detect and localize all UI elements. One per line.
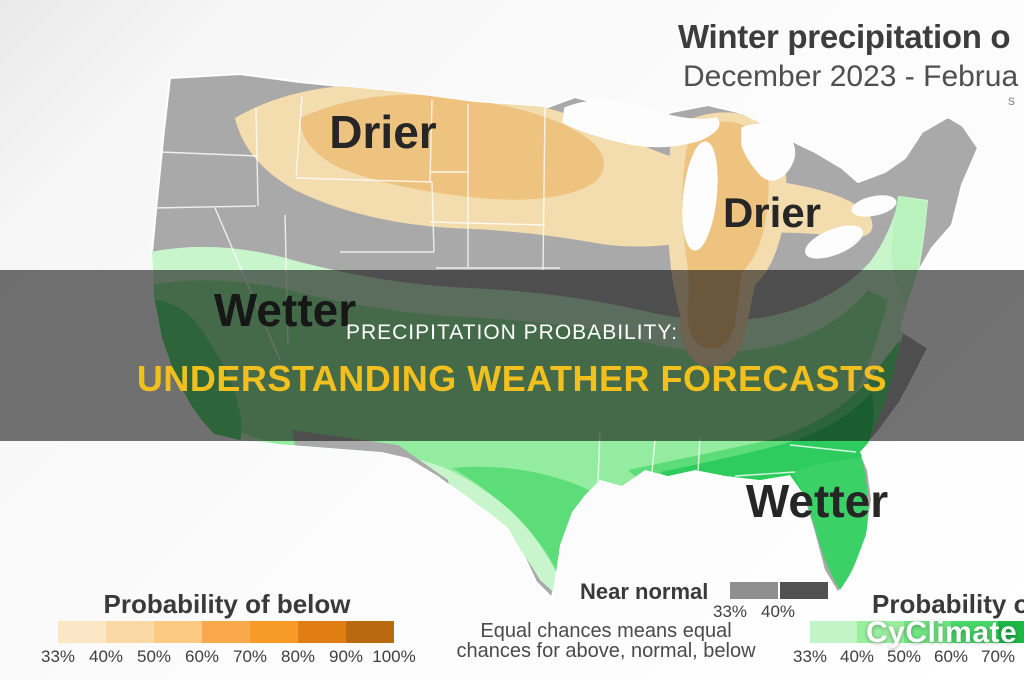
legend-near-normal-title: Near normal [580, 579, 709, 604]
banner-overlay [0, 270, 1024, 441]
map-label-wetter-southeast: Wetter [746, 475, 888, 527]
legend-below-segment-1 [106, 621, 154, 643]
lake-ontario-shape [851, 195, 897, 217]
legend-above-segment-1 [857, 621, 904, 643]
equal-chances-note-line1: Equal chances means equal [480, 620, 732, 642]
drier-region-dark-core [300, 94, 604, 200]
legend-above-tick-33%: 33% [792, 647, 828, 666]
legend-below-tick-70%: 70% [232, 647, 268, 666]
legend-near_normal-tick-40%: 40% [760, 602, 796, 621]
legend-below-segment-0 [58, 621, 106, 643]
legend-below-segment-6 [346, 621, 394, 643]
legend-below-tick-100%: 100% [372, 647, 416, 666]
legend-above-tick-70%: 70% [980, 647, 1016, 666]
legend-above-tick-50%: 50% [886, 647, 922, 666]
legend-below-title: Probability of below [103, 589, 351, 619]
map-label-drier-greatlakes: Drier [723, 189, 821, 236]
legend-below-segment-2 [154, 621, 202, 643]
legend-below-tick-33%: 33% [40, 647, 76, 666]
legend-below-tick-90%: 90% [328, 647, 364, 666]
legend-below-tick-50%: 50% [136, 647, 172, 666]
map-label-drier-northwest: Drier [329, 106, 436, 158]
map-title: Winter precipitation o [678, 18, 1011, 55]
legend-above-tick-40%: 40% [839, 647, 875, 666]
legend-above-tick-60%: 60% [933, 647, 969, 666]
legend-below-segment-5 [298, 621, 346, 643]
legend-near_normal-tick-33%: 33% [712, 602, 748, 621]
map-subtitle: December 2023 - Februa [683, 60, 1019, 93]
lake-huron-shape [741, 123, 796, 181]
legend-below-segment-4 [250, 621, 298, 643]
legend-below-segment-3 [202, 621, 250, 643]
legend-near_normal-segment-0 [730, 582, 778, 599]
legend-below-tick-40%: 40% [88, 647, 124, 666]
banner-title-line2: UNDERSTANDING WEATHER FORECASTS [136, 358, 888, 399]
equal-chances-note-line2: chances for above, normal, below [456, 640, 756, 662]
legend-above-segment-0 [810, 621, 857, 643]
lake-superior-shape [562, 100, 720, 148]
legend-above-title: Probability of [872, 589, 1024, 619]
lake-michigan-shape [682, 141, 718, 251]
legend-above-segment-3 [951, 621, 998, 643]
banner-title-line1: PRECIPITATION PROBABILITY: [345, 321, 679, 344]
lake-erie-shape [805, 225, 863, 259]
legend-below-tick-60%: 60% [184, 647, 220, 666]
legend-near_normal-segment-1 [780, 582, 828, 599]
legend-above-segment-2 [904, 621, 951, 643]
cyclimate-watermark: CyClimate [866, 616, 1018, 649]
source-text-fragment: s [1008, 92, 1015, 108]
legend-above-segment-4 [998, 621, 1024, 643]
florida-region [792, 458, 869, 590]
legend-below-tick-80%: 80% [280, 647, 316, 666]
